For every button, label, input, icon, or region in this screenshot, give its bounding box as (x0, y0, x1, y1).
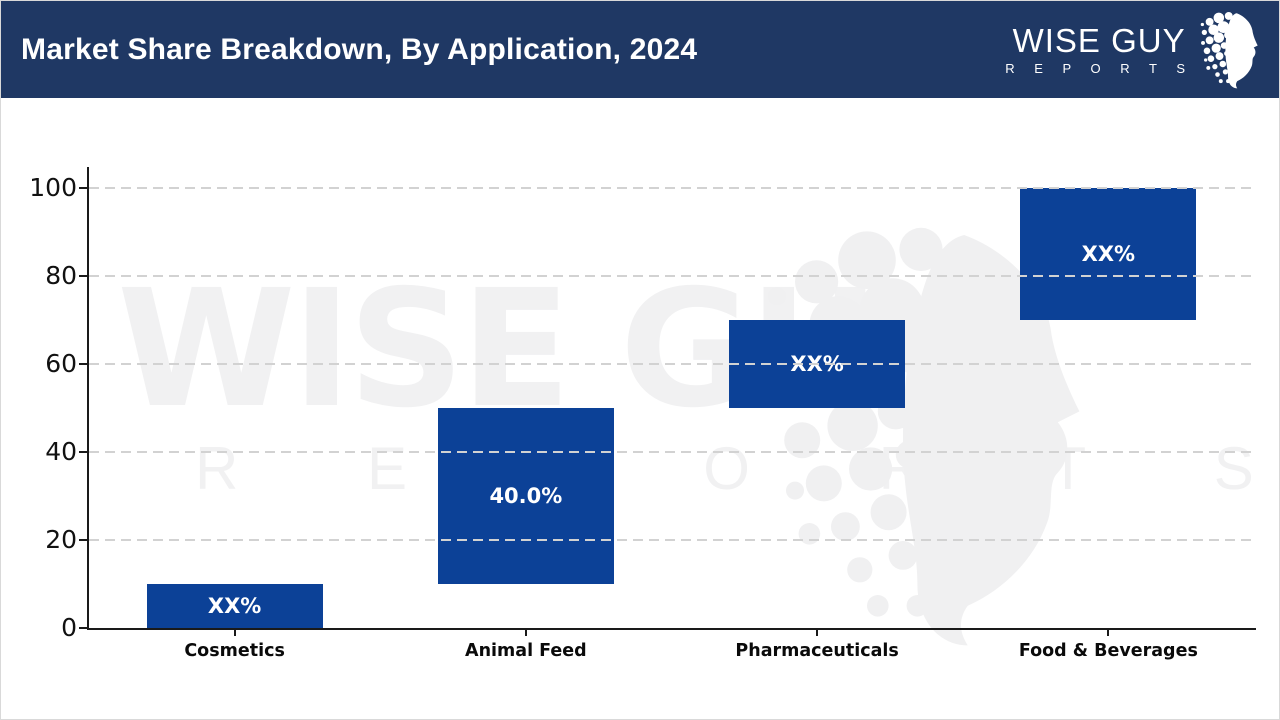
y-tick-label: 0 (61, 613, 77, 642)
x-tick-mark (816, 630, 819, 636)
bar-food-beverages: XX% (1020, 188, 1197, 320)
y-tick-mark (79, 363, 87, 365)
logo-subtitle: R E P O R T S (1005, 60, 1193, 76)
x-tick-label: Pharmaceuticals (735, 641, 899, 661)
y-tick-mark (79, 451, 87, 453)
y-tick-label: 60 (45, 349, 77, 378)
gridline-y-60 (89, 363, 1254, 365)
gridline-y-40 (89, 451, 1254, 453)
y-tick-label: 20 (45, 525, 77, 554)
chart-title: Market Share Breakdown, By Application, … (21, 32, 698, 66)
watermark-subtitle: R E P O R T S (195, 435, 1280, 502)
x-tick-label: Animal Feed (465, 641, 587, 661)
gridline-y-20 (89, 539, 1254, 541)
wise-guy-reports-logo: WISE GUY R E P O R T S (1005, 10, 1265, 89)
y-tick-label: 100 (29, 173, 77, 202)
y-tick-label: 80 (45, 261, 77, 290)
header-bar: Market Share Breakdown, By Application, … (1, 1, 1279, 98)
bar-animal-feed: 40.0% (437, 408, 614, 584)
gridline-y-80 (89, 275, 1254, 277)
bar-value-label: XX% (1081, 242, 1136, 266)
x-tick-label: Cosmetics (184, 641, 285, 661)
x-tick-mark (524, 630, 527, 636)
bar-value-label: 40.0% (489, 484, 563, 508)
dotted-head-logo-icon (1199, 10, 1265, 89)
y-tick-mark (79, 275, 87, 277)
x-axis-spine (87, 628, 1256, 630)
gridline-y-100 (89, 187, 1254, 189)
y-tick-label: 40 (45, 437, 77, 466)
bar-value-label: XX% (207, 594, 262, 618)
y-axis-spine (87, 167, 89, 630)
x-tick-mark (233, 630, 236, 636)
y-tick-mark (79, 539, 87, 541)
bar-cosmetics: XX% (146, 584, 323, 628)
logo-text: WISE GUY R E P O R T S (1005, 24, 1193, 76)
x-tick-label: Food & Beverages (1018, 641, 1198, 661)
y-tick-mark (79, 627, 87, 629)
logo-wordmark: WISE GUY (1012, 21, 1186, 59)
x-tick-mark (1107, 630, 1110, 636)
y-tick-mark (79, 187, 87, 189)
